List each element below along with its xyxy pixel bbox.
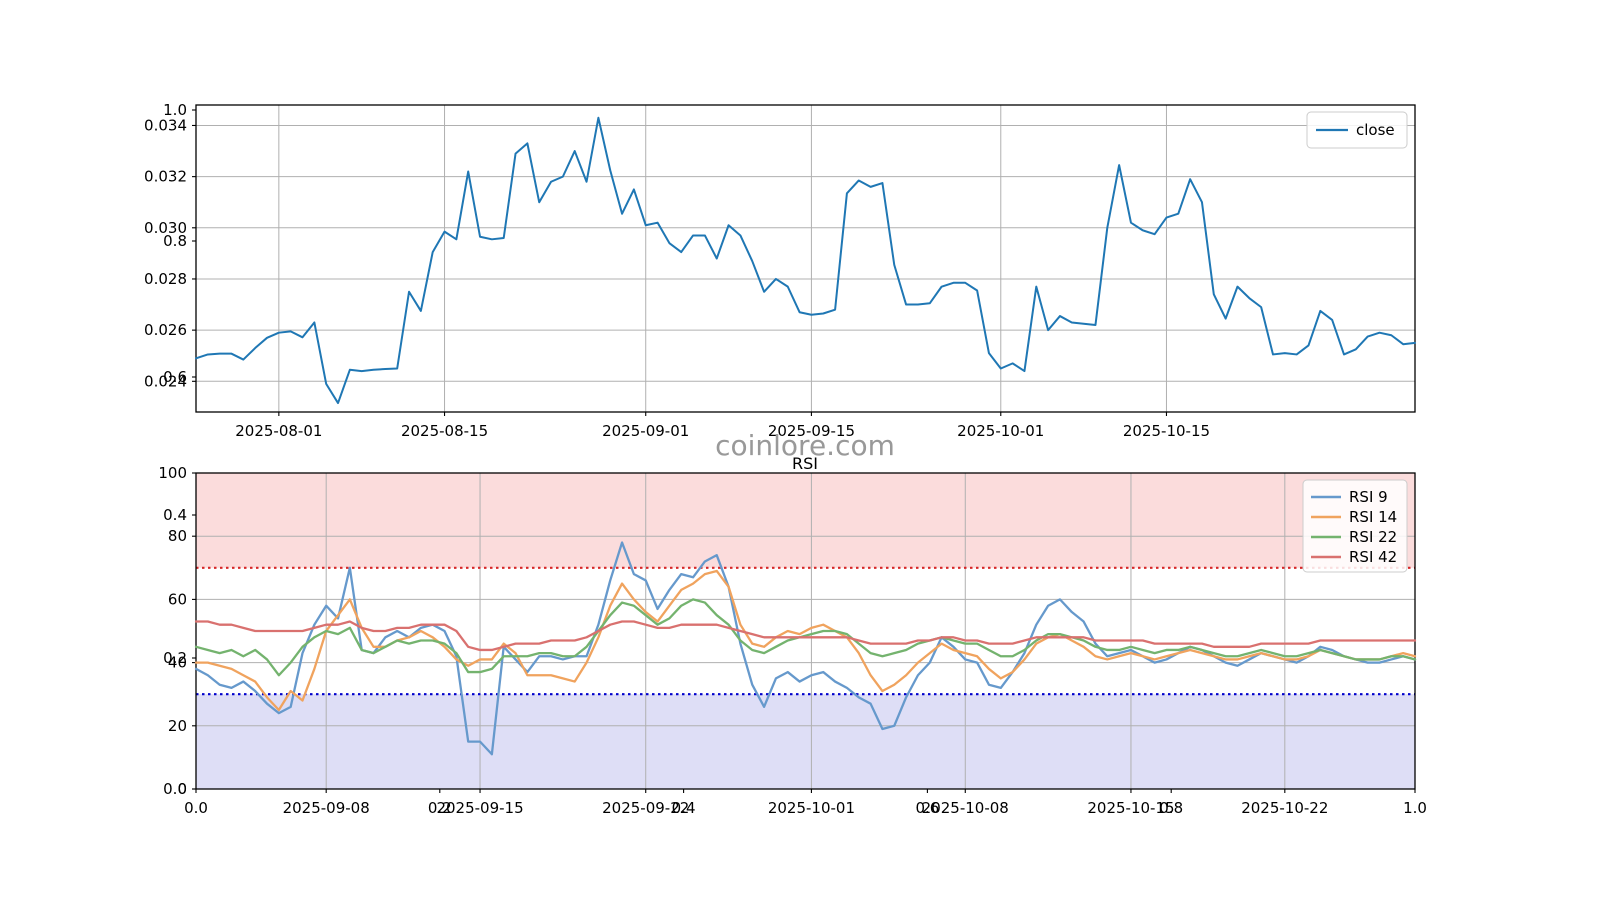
- rsi-ytick-label: 20: [168, 717, 187, 735]
- rsi-ytick-label-secondary: 0.0: [163, 780, 187, 798]
- price-xtick-label: 2025-09-15: [768, 422, 855, 440]
- rsi-ytick-label: 0: [177, 780, 187, 798]
- rsi-band: [196, 694, 1415, 789]
- rsi-ytick-label-secondary: 0.4: [163, 506, 187, 524]
- rsi-series-3: [194, 620, 1417, 652]
- rsi-xtick-label-secondary: 0.6: [915, 799, 939, 817]
- rsi-legend-label: RSI 22: [1349, 528, 1397, 546]
- price-legend-box: [1306, 111, 1408, 149]
- rsi-ytick-label-secondary: 0.2: [163, 649, 187, 667]
- price-ytick-label-secondary: 0.6: [163, 368, 187, 386]
- price-axes-frame: [195, 104, 1416, 413]
- price-xtick-label: 2025-08-01: [235, 422, 322, 440]
- coinlore-watermark: coinlore.com: [715, 429, 895, 462]
- rsi-band: [196, 473, 1415, 568]
- rsi-series-1: [194, 569, 1417, 712]
- rsi-ytick-label: 80: [168, 527, 187, 545]
- rsi-axes-frame: [195, 472, 1416, 790]
- rsi-series-2: [194, 598, 1417, 677]
- price-xtick-label: 2025-09-01: [602, 422, 689, 440]
- rsi-panel-title: RSI: [792, 454, 818, 473]
- rsi-legend-label: RSI 9: [1349, 488, 1388, 506]
- price-xtick-label: 2025-10-01: [957, 422, 1044, 440]
- price-legend-label: close: [1356, 121, 1395, 139]
- price-ytick-label-secondary: 1.0: [163, 101, 187, 119]
- price-ytick-label: 0.032: [144, 168, 187, 186]
- rsi-xtick-label-secondary: 0.0: [184, 799, 208, 817]
- rsi-xtick-label: 2025-09-15: [436, 799, 523, 817]
- rsi-xtick-label: 2025-10-08: [922, 799, 1009, 817]
- rsi-xtick-label: 2025-10-01: [768, 799, 855, 817]
- rsi-xtick-label: 2025-09-22: [602, 799, 689, 817]
- rsi-xtick-label: 2025-09-08: [283, 799, 370, 817]
- rsi-legend-label: RSI 42: [1349, 548, 1397, 566]
- price-ytick-label-secondary: 0.8: [163, 232, 187, 250]
- rsi-xtick-label-secondary: 0.8: [1159, 799, 1183, 817]
- price-xtick-label: 2025-08-15: [401, 422, 488, 440]
- price-ytick-label: 0.034: [144, 116, 187, 134]
- rsi-ytick-label: 100: [158, 464, 187, 482]
- rsi-xtick-label-secondary: 0.4: [672, 799, 696, 817]
- rsi-legend-box: [1302, 479, 1408, 573]
- rsi-xtick-label-secondary: 1.0: [1403, 799, 1427, 817]
- rsi-ytick-label: 60: [168, 590, 187, 608]
- rsi-ytick-label: 40: [168, 654, 187, 672]
- rsi-chart-axes: 0 20 40 60 80 100 0.0 0.2 0.4 2025-09-08 2025-09-1…: [158, 464, 1427, 817]
- price-ytick-label: 0.024: [144, 372, 187, 390]
- price-ytick-label: 0.030: [144, 219, 187, 237]
- price-close-line: [195, 116, 1416, 405]
- price-xtick-label: 2025-10-15: [1123, 422, 1210, 440]
- price-ytick-label: 0.028: [144, 270, 187, 288]
- rsi-xtick-label-secondary: 0.2: [428, 799, 452, 817]
- price-ytick-label: 0.026: [144, 321, 187, 339]
- price-chart-axes: 0.024 0.026 0.028 0.030 0.032 0.034 0.6 0.8 1.0 2…: [144, 101, 1416, 440]
- rsi-xtick-label: 2025-10-15: [1087, 799, 1174, 817]
- rsi-xtick-label: 2025-10-22: [1241, 799, 1328, 817]
- rsi-legend-label: RSI 14: [1349, 508, 1397, 526]
